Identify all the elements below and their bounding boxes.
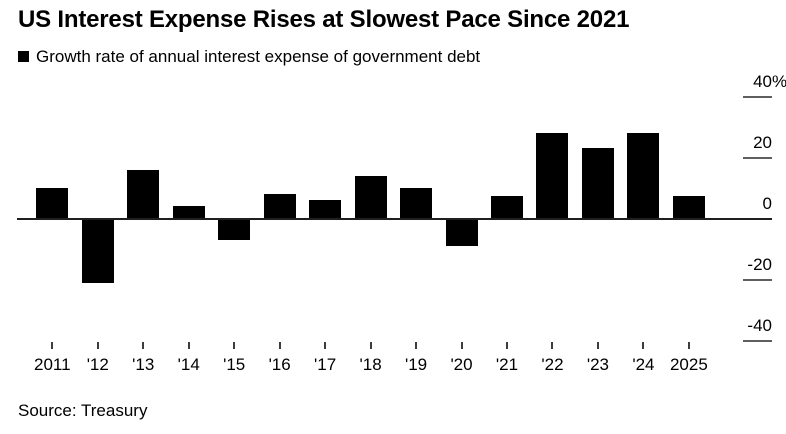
x-axis-label: '22 (541, 355, 564, 374)
y-axis-tick (743, 339, 772, 342)
x-axis-tick (51, 342, 54, 349)
x-axis-tick (233, 342, 236, 349)
bar-12 (81, 218, 114, 283)
bar-16 (263, 194, 296, 219)
bar-2011 (36, 188, 69, 219)
x-axis-label: '13 (132, 355, 155, 374)
x-axis-tick (142, 342, 145, 349)
legend-swatch-icon (18, 51, 29, 62)
legend-label: Growth rate of annual interest expense o… (36, 47, 481, 66)
x-axis-label: '20 (450, 355, 473, 374)
x-axis-label: '18 (359, 355, 382, 374)
x-axis-tick (596, 342, 599, 349)
bar-14 (172, 206, 205, 219)
bar-21 (491, 195, 523, 219)
bar-18 (354, 175, 387, 219)
x-axis-label: '14 (177, 355, 200, 374)
x-axis-label: '19 (404, 355, 428, 374)
x-axis-label: '16 (268, 355, 291, 374)
x-axis-tick (687, 342, 690, 349)
x-axis-tick (415, 342, 418, 349)
x-axis-tick (96, 342, 99, 349)
x-axis-label: '21 (495, 355, 519, 374)
y-axis-tick (743, 156, 772, 159)
x-axis-label: '24 (632, 355, 655, 374)
bar-20 (445, 218, 478, 246)
legend: Growth rate of annual interest expense o… (18, 46, 480, 67)
bar-17 (309, 200, 342, 219)
percent-suffix: % (772, 71, 786, 91)
y-axis-tick (743, 95, 772, 98)
x-axis-label: 2025 (669, 355, 708, 374)
x-axis-tick (460, 342, 463, 349)
y-axis-tick (743, 278, 772, 281)
x-axis-tick (642, 342, 645, 349)
source-note: Source: Treasury (18, 401, 148, 420)
x-axis-tick (551, 342, 554, 349)
x-axis-tick (324, 342, 327, 349)
x-axis-label: '17 (314, 355, 337, 374)
x-axis-label: '23 (586, 355, 610, 374)
x-axis-tick (369, 342, 372, 349)
x-axis-tick (187, 342, 190, 349)
y-axis-label: 20 (753, 132, 772, 152)
bar-19 (400, 188, 433, 219)
y-axis-label: -40 (747, 315, 772, 335)
bar-24 (627, 133, 660, 219)
x-axis-label: 2011 (34, 355, 71, 374)
bar-23 (581, 148, 614, 219)
bar-15 (218, 218, 251, 240)
bar-2025 (672, 195, 705, 219)
x-axis-tick (278, 342, 281, 349)
x-axis-tick (506, 342, 508, 349)
x-axis-label: '15 (223, 355, 246, 374)
x-axis-label: '12 (86, 355, 109, 374)
chart-title: US Interest Expense Rises at Slowest Pac… (18, 6, 630, 33)
bar-13 (127, 169, 160, 219)
y-axis-label: -20 (747, 254, 772, 274)
y-axis-label: 40% (753, 71, 786, 91)
zero-baseline (17, 217, 772, 220)
y-axis-label: 0 (762, 193, 772, 213)
bar-22 (536, 133, 569, 219)
